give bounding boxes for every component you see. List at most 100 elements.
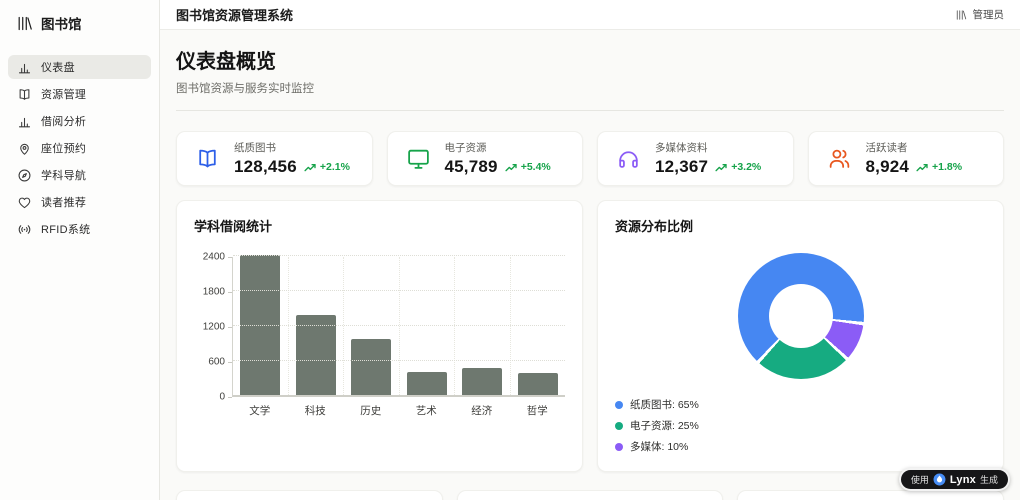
sidebar-item-rfid-system[interactable]: RFID系统 (8, 217, 151, 241)
y-tick-mark (228, 292, 232, 293)
stat-trend-value: +3.2% (731, 161, 762, 173)
sidebar-item-label: 学科导航 (41, 170, 87, 182)
library-logo-icon (16, 15, 33, 32)
stat-trend-value: +1.8% (932, 161, 963, 173)
stat-body: 活跃读者 8,924 +1.8% (866, 140, 963, 177)
sidebar-menu: 仪表盘 资源管理 借阅分析 座位预约 学科导航 读者推荐 RFID系统 (0, 55, 159, 241)
stat-label: 纸质图书 (234, 142, 276, 154)
stats-row: 纸质图书 128,456 +2.1% 电子资源 45,789 +5.4% 多媒体… (176, 131, 1004, 186)
y-tick-label: 600 (208, 356, 225, 368)
stat-label: 多媒体资料 (655, 142, 708, 154)
donut-hole (768, 284, 833, 348)
trend-up-icon (916, 163, 929, 172)
lynx-badge-suffix: 生成 (979, 475, 998, 485)
x-label: 经济 (471, 405, 493, 417)
sidebar-item-borrow-analysis[interactable]: 借阅分析 (8, 109, 151, 133)
stat-trend: +3.2% (715, 161, 761, 173)
stat-value: 12,367 (655, 157, 709, 176)
bar-slot (343, 257, 399, 395)
bar-chart: 0 600 1200 1800 2400 (194, 252, 566, 403)
top-header: 图书馆资源管理系统 管理员 (160, 0, 1020, 30)
chart-bar-icon (17, 114, 32, 129)
donut-chart-card: 资源分布比例 纸质图书: 65% 电子资源: 25% 多媒体: 10% (597, 200, 1004, 472)
lynx-badge[interactable]: 使用 Lynx 生成 (898, 468, 1010, 491)
gridline (233, 325, 565, 326)
bar-chart-x-labels: 文学 科技 历史 艺术 经济 哲学 (232, 403, 565, 418)
lynx-badge-prefix: 使用 (910, 475, 929, 485)
stat-card-paper-books: 纸质图书 128,456 +2.1% (176, 131, 373, 186)
bar-历史 (351, 339, 392, 395)
bar-chart-slots (233, 255, 566, 395)
x-label: 文学 (249, 405, 271, 417)
y-tick-mark (228, 397, 232, 398)
user-name: 管理员 (972, 9, 1005, 21)
legend-dot (615, 442, 623, 451)
sidebar-item-label: 资源管理 (41, 89, 87, 101)
sidebar: 图书馆 仪表盘 资源管理 借阅分析 座位预约 学科导航 读者推荐 RFID系统 (0, 0, 160, 500)
y-tick-mark (228, 327, 232, 328)
user-org-icon (955, 9, 967, 21)
trend-up-icon (715, 163, 728, 172)
sidebar-item-label: 读者推荐 (41, 197, 87, 209)
page-title: 仪表盘概览 (176, 51, 276, 73)
book-icon (17, 87, 32, 102)
sidebar-item-seat-booking[interactable]: 座位预约 (8, 136, 151, 160)
y-tick-mark (228, 257, 232, 258)
y-tick-label: 2400 (202, 251, 225, 263)
bar-chart-plot (232, 255, 566, 397)
sidebar-item-label: 座位预约 (41, 143, 87, 155)
bar-chart-y-axis: 0 600 1200 1800 2400 (194, 252, 232, 403)
stat-body: 纸质图书 128,456 +2.1% (234, 140, 350, 177)
app-logo: 图书馆 (0, 0, 159, 43)
y-tick-mark (228, 362, 232, 363)
bar-chart-card: 学科借阅统计 0 600 1200 1800 2400 文学 科技 历史 艺术 经济 哲学 (176, 200, 583, 472)
stat-trend: +1.8% (916, 161, 962, 173)
y-tick-label: 0 (219, 391, 225, 403)
gridline (233, 290, 565, 291)
stat-trend-value: +2.1% (319, 161, 350, 173)
bar-slot (233, 255, 288, 395)
trend-up-icon (505, 163, 518, 172)
lynx-badge-brand: Lynx (949, 473, 976, 486)
donut-chart-title: 资源分布比例 (615, 219, 694, 234)
legend-item: 纸质图书: 65% (615, 397, 986, 412)
sidebar-item-reader-recommend[interactable]: 读者推荐 (8, 190, 151, 214)
user-menu[interactable]: 管理员 (955, 7, 1005, 22)
gridline (233, 360, 565, 361)
stat-card-multimedia: 多媒体资料 12,367 +3.2% (597, 131, 794, 186)
map-pin-icon (17, 141, 32, 156)
chart-bar-icon (17, 60, 32, 75)
lynx-flame-icon (933, 473, 946, 486)
stat-label: 活跃读者 (865, 142, 908, 154)
trend-up-icon (304, 163, 317, 172)
sidebar-item-label: 借阅分析 (41, 116, 87, 128)
donut-chart (737, 253, 864, 379)
bar-科技 (295, 314, 336, 395)
bar-chart-title: 学科借阅统计 (194, 219, 273, 234)
donut-wrap (615, 235, 986, 397)
sidebar-item-dashboard[interactable]: 仪表盘 (8, 55, 151, 79)
donut-legend: 纸质图书: 65% 电子资源: 25% 多媒体: 10% (615, 397, 986, 456)
legend-label: 多媒体: 10% (630, 441, 689, 453)
bottom-card-quick-actions: 快速操作 (176, 490, 443, 500)
legend-dot (615, 421, 623, 430)
legend-item: 多媒体: 10% (615, 439, 986, 454)
stat-body: 电子资源 45,789 +5.4% (445, 140, 551, 177)
users-icon (827, 146, 852, 171)
stat-label: 电子资源 (444, 142, 487, 154)
sidebar-item-resource-manage[interactable]: 资源管理 (8, 82, 151, 106)
stat-value: 45,789 (444, 157, 498, 176)
sidebar-item-label: RFID系统 (41, 224, 91, 236)
sidebar-item-subject-nav[interactable]: 学科导航 (8, 163, 151, 187)
monitor-icon (406, 146, 431, 171)
y-tick-label: 1200 (202, 321, 225, 333)
book-icon (195, 146, 220, 171)
bar-slot (509, 257, 566, 395)
bottom-card-system-status: 系统状态 (456, 490, 724, 500)
heart-icon (17, 195, 32, 210)
bar-经济 (462, 367, 503, 395)
main-column: 图书馆资源管理系统 管理员 仪表盘概览 图书馆资源与服务实时监控 纸质图书 12… (160, 0, 1020, 500)
legend-item: 电子资源: 25% (615, 418, 986, 433)
bar-艺术 (406, 371, 447, 395)
